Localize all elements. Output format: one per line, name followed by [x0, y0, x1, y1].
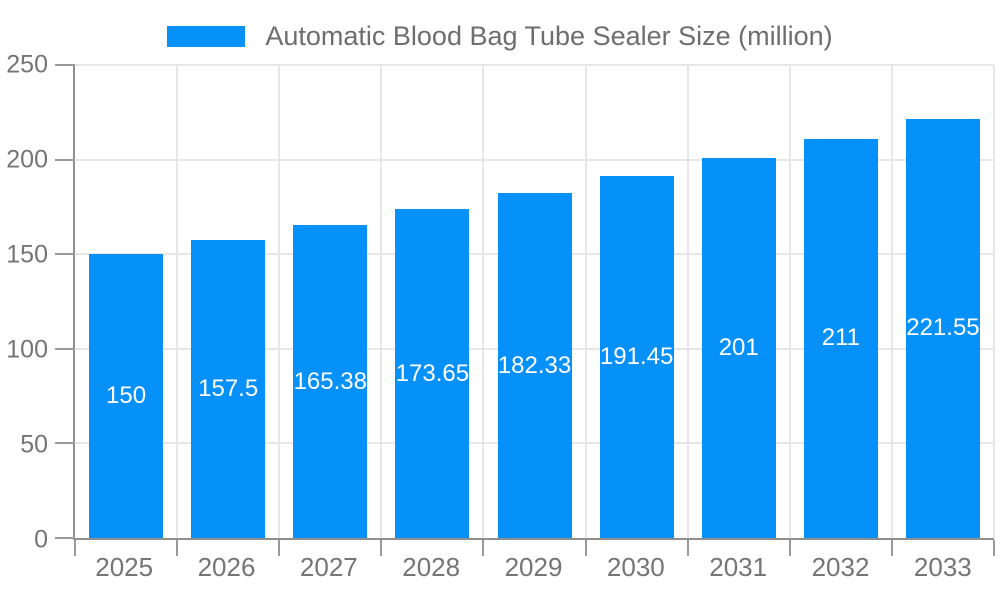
x-axis-tick-label: 2032 — [811, 552, 870, 582]
legend-swatch — [167, 25, 246, 47]
bar-value-label: 165.38 — [293, 367, 367, 395]
x-axis-tick-label: 2025 — [95, 552, 154, 582]
y-axis-tick-label: 50 — [20, 430, 48, 459]
x-axis-tick-mark — [74, 540, 76, 556]
y-axis-tick-mark — [55, 537, 75, 539]
x-axis: 2025 2026 2027 2028 2029 2030 2031 2032 2033 — [73, 552, 994, 592]
y-axis-tick-mark — [55, 442, 75, 445]
v-gridline — [278, 65, 281, 538]
v-gridline — [176, 65, 179, 538]
legend: Automatic Blood Bag Tube Sealer Size (mi… — [0, 14, 1000, 58]
x-axis-tick-label: 2033 — [913, 552, 972, 582]
y-axis-tick-label: 150 — [6, 240, 48, 269]
bar-value-label: 182.33 — [497, 351, 572, 379]
bar-value-label: 157.5 — [198, 375, 259, 402]
bar-2033[interactable]: 221.55 — [905, 118, 980, 538]
x-axis-tick-mark — [278, 540, 281, 556]
v-gridline — [788, 65, 791, 538]
bar-2031[interactable]: 201 — [701, 157, 776, 538]
y-axis-tick-mark — [55, 64, 75, 66]
x-axis-tick-mark — [380, 540, 383, 556]
x-axis-tick-label: 2026 — [197, 552, 256, 582]
bar-2030[interactable]: 191.45 — [599, 175, 674, 538]
y-axis-tick-mark — [55, 347, 75, 350]
x-axis-tick-label: 2028 — [402, 552, 461, 582]
bar-2029[interactable]: 182.33 — [497, 193, 572, 538]
y-axis-tick-label: 200 — [6, 145, 48, 174]
bar-2026[interactable]: 157.5 — [191, 240, 266, 538]
legend-item[interactable]: Automatic Blood Bag Tube Sealer Size (mi… — [167, 20, 833, 52]
plot-area: 150 157.5 165.38 173.65 182.33 191.45 201 211 22… — [55, 64, 995, 556]
h-gridline — [75, 64, 994, 66]
x-axis-tick-mark — [788, 540, 791, 556]
bar-2025[interactable]: 150 — [89, 254, 164, 538]
v-gridline — [584, 65, 587, 538]
x-axis-tick-mark — [890, 540, 893, 556]
bar-value-label: 173.65 — [395, 359, 470, 387]
y-axis-tick-label: 100 — [6, 335, 48, 364]
y-axis-tick-label: 0 — [34, 525, 48, 554]
bar-value-label: 211 — [821, 324, 860, 352]
x-axis-tick-label: 2030 — [606, 552, 665, 582]
legend-label: Automatic Blood Bag Tube Sealer Size (mi… — [265, 20, 833, 51]
x-axis-tick-mark — [482, 540, 485, 556]
bar-2032[interactable]: 211 — [803, 138, 878, 538]
h-gridline — [75, 158, 994, 161]
v-gridline — [890, 65, 893, 538]
x-axis-tick-label: 2029 — [504, 552, 563, 582]
bar-value-label: 201 — [718, 333, 759, 361]
v-gridline — [380, 65, 383, 538]
v-gridline — [482, 65, 485, 538]
x-axis-tick-label: 2027 — [299, 552, 358, 582]
bar-value-label: 150 — [106, 382, 147, 410]
bar-value-label: 221.55 — [906, 314, 980, 342]
y-axis-tick-mark — [55, 158, 75, 161]
bar-value-label: 191.45 — [599, 342, 674, 370]
x-axis-tick-label: 2031 — [709, 552, 768, 582]
x-axis-tick-mark — [584, 540, 587, 556]
y-axis: 0 50 100 150 200 250 — [0, 51, 48, 554]
y-axis-tick-label: 250 — [6, 50, 48, 79]
x-axis-tick-mark — [686, 540, 689, 556]
x-axis-tick-mark — [993, 540, 995, 556]
bar-2027[interactable]: 165.38 — [293, 225, 368, 538]
v-gridline — [686, 65, 689, 538]
v-gridline — [993, 65, 995, 538]
x-axis-tick-mark — [176, 540, 179, 556]
y-axis-tick-mark — [55, 253, 75, 256]
bar-2028[interactable]: 173.65 — [395, 209, 470, 538]
